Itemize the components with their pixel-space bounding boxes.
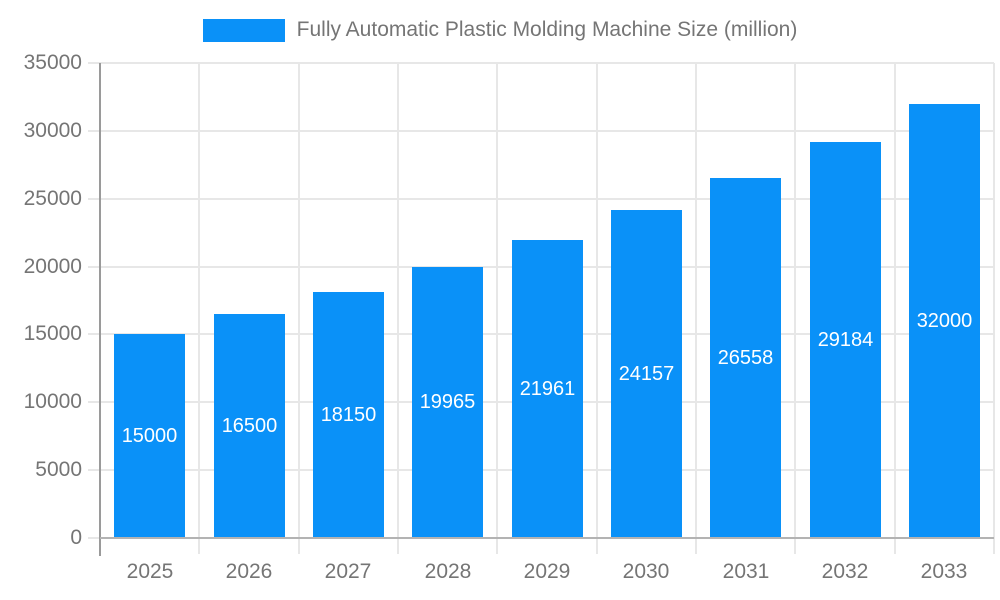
legend-label: Fully Automatic Plastic Molding Machine …	[296, 18, 798, 41]
bar-value-label: 21961	[519, 377, 576, 400]
gridline-vertical	[893, 63, 896, 554]
bar-value-label: 15000	[121, 424, 178, 447]
bar-value-label: 29184	[817, 328, 874, 351]
gridline-vertical	[993, 63, 995, 554]
y-tick-label: 10000	[23, 390, 82, 414]
x-tick-label: 2031	[722, 560, 770, 583]
x-tick-label: 2025	[126, 560, 174, 583]
x-tick-label: 2028	[424, 560, 472, 583]
x-tick-label: 2027	[324, 560, 372, 583]
bar-2029: 21961	[512, 240, 583, 538]
gridline-horizontal	[88, 62, 994, 64]
y-tick-label: 30000	[23, 118, 82, 142]
bar-2028: 19965	[412, 267, 483, 538]
gridline-vertical	[695, 63, 697, 554]
y-tick-label: 20000	[23, 254, 82, 278]
bar-value-label: 32000	[916, 309, 973, 332]
bar-value-label: 19965	[419, 391, 476, 413]
bar-value-label: 16500	[221, 414, 278, 437]
legend[interactable]: Fully Automatic Plastic Molding Machine …	[0, 16, 1000, 44]
y-tick-label: 15000	[23, 322, 82, 346]
bar-2027: 18150	[313, 292, 384, 538]
bar-2026: 16500	[214, 314, 285, 538]
x-axis-baseline	[100, 537, 994, 539]
gridline-horizontal	[88, 129, 994, 132]
bar-2033: 32000	[909, 104, 980, 538]
gridline-vertical	[198, 63, 201, 554]
bar-value-label: 24157	[618, 362, 675, 385]
y-tick-label: 0	[70, 526, 82, 549]
gridline-vertical	[496, 63, 499, 554]
x-tick-label: 2032	[821, 560, 869, 583]
x-tick-label: 2026	[225, 560, 273, 583]
gridline-vertical	[297, 63, 300, 554]
y-axis-line	[99, 63, 101, 556]
legend-swatch	[202, 18, 285, 42]
bar-2031: 26558	[710, 178, 781, 538]
x-tick-label: 2030	[622, 560, 670, 583]
x-tick-label: 2029	[523, 560, 571, 583]
gridline-vertical	[794, 63, 797, 554]
bar-2030: 24157	[611, 210, 682, 538]
bar-value-label: 18150	[320, 403, 377, 426]
zero-tick	[88, 537, 100, 539]
y-tick-label: 25000	[23, 186, 82, 210]
x-tick-label: 2033	[920, 560, 968, 583]
gridline-vertical	[397, 63, 399, 554]
y-tick-label: 35000	[23, 51, 82, 74]
bar-value-label: 26558	[717, 346, 774, 369]
y-tick-label: 5000	[35, 458, 82, 482]
gridline-horizontal	[88, 197, 994, 200]
gridline-vertical	[595, 63, 598, 554]
bar-2025: 15000	[114, 334, 185, 538]
bar-2032: 29184	[810, 142, 881, 538]
